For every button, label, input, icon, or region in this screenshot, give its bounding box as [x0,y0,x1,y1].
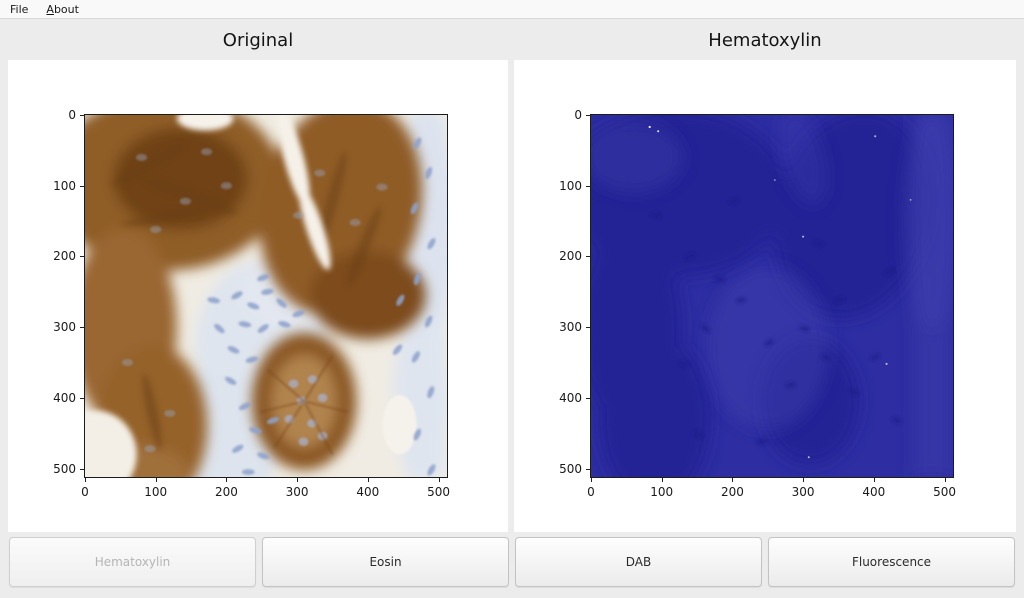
hematoxylin-plot-area [590,114,954,478]
y-tick-label: 200 [53,249,76,264]
y-tick-mark [586,327,590,329]
x-tick-label: 500 [427,485,450,499]
x-tick-mark [155,478,157,482]
y-tick-mark [80,185,84,187]
x-tick-label: 200 [720,485,744,499]
x-tick-mark [438,478,440,482]
hematoxylin-channel-image [591,115,953,477]
y-tick-label: 0 [574,108,582,122]
y-tick-mark [80,327,84,329]
x-tick-mark [661,478,663,482]
x-tick-mark [297,478,299,482]
dab-button[interactable]: DAB [515,537,762,587]
menu-about-accelerator: A [46,2,54,16]
original-histology-image [85,115,447,477]
x-tick-label: 500 [933,485,956,499]
y-tick-label: 400 [53,390,76,405]
original-plot-title: Original [222,30,294,51]
x-tick-label: 400 [356,485,380,499]
menu-about-rest: bout [53,2,79,16]
original-plot-area [84,114,448,478]
y-tick-label: 100 [53,178,76,193]
x-tick-mark [85,478,86,482]
x-tick-mark [367,478,369,482]
x-tick-label: 100 [144,485,168,499]
x-tick-mark [803,478,805,482]
menubar: File About [0,0,1024,19]
x-tick-label: 200 [214,485,238,499]
y-tick-mark [586,256,590,258]
y-tick-label: 200 [559,249,582,264]
y-tick-label: 100 [559,178,582,193]
y-tick-label: 0 [68,108,76,122]
menu-item-file[interactable]: File [10,2,29,16]
y-tick-mark [80,397,84,399]
x-tick-mark [873,478,875,482]
x-tick-mark [732,478,734,482]
y-tick-label: 500 [53,461,76,476]
x-tick-label: 0 [81,485,89,499]
y-tick-mark [586,185,590,187]
y-tick-mark [80,468,84,470]
original-figure-panel: 0 100 200 300 400 500 0 100 200 300 400 500 [8,60,508,532]
menu-item-about[interactable]: About [37,1,88,18]
stain-button-row: Hematoxylin Eosin DAB Fluorescence [0,537,1024,587]
hematoxylin-figure-panel: 0 100 200 300 400 500 0 100 200 300 400 500 [514,60,1016,532]
y-tick-mark [586,468,590,470]
y-tick-label: 500 [559,461,582,476]
x-tick-mark [226,478,228,482]
hematoxylin-plot-title: Hematoxylin [708,30,822,51]
y-tick-mark [586,397,590,399]
y-tick-mark [586,115,590,116]
fluorescence-button[interactable]: Fluorescence [768,537,1015,587]
eosin-button[interactable]: Eosin [262,537,509,587]
x-tick-label: 300 [791,485,815,499]
x-tick-mark [591,478,592,482]
x-tick-label: 0 [587,485,595,499]
y-tick-mark [80,256,84,258]
x-tick-label: 300 [285,485,309,499]
y-tick-label: 300 [53,320,76,335]
hematoxylin-button[interactable]: Hematoxylin [9,537,256,587]
y-tick-mark [80,115,84,116]
y-tick-label: 300 [559,320,582,335]
x-tick-label: 400 [862,485,886,499]
x-tick-mark [944,478,946,482]
y-tick-label: 400 [559,390,582,405]
x-tick-label: 100 [650,485,674,499]
